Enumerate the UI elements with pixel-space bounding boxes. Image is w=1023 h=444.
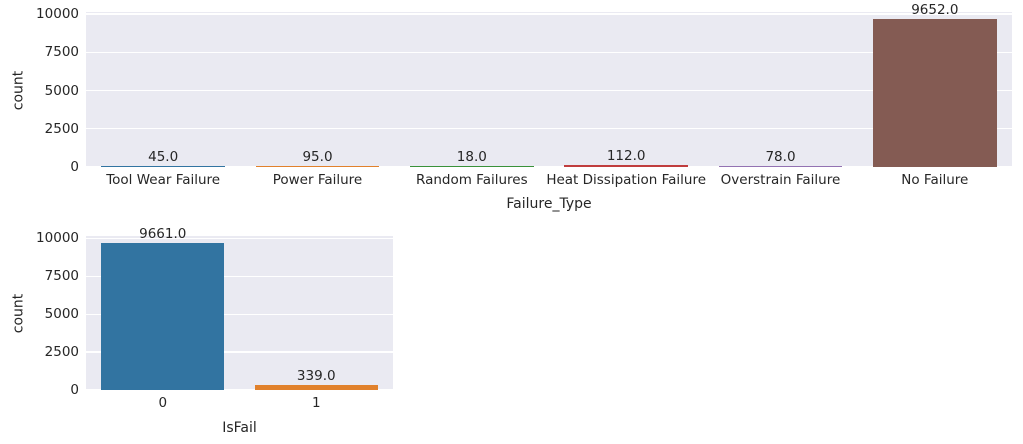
bar-1 xyxy=(254,384,378,390)
y-axis-tick-label: 5000 xyxy=(44,306,79,323)
bar-value-label: 9661.0 xyxy=(139,226,187,243)
bar-random-failures xyxy=(410,166,534,167)
gridline xyxy=(86,166,1012,168)
bar-value-label: 9652.0 xyxy=(911,2,959,19)
bar-no-failure xyxy=(873,19,997,167)
y-axis-tick-label: 10000 xyxy=(36,6,79,23)
bar-value-label: 339.0 xyxy=(296,367,336,384)
gridline xyxy=(86,275,393,277)
bar-power-failure xyxy=(255,165,380,167)
y-axis-tick-label: 0 xyxy=(70,159,79,175)
bar-value-label: 78.0 xyxy=(765,148,796,165)
bar-0 xyxy=(101,243,225,390)
y-axis-tick-label: 7500 xyxy=(44,44,79,61)
x-axis-tick-label: Overstrain Failure xyxy=(720,172,841,188)
y-axis-tick-label: 7500 xyxy=(44,268,79,285)
gridline xyxy=(86,351,393,353)
gridline xyxy=(86,51,1012,53)
x-axis-tick-label: Heat Dissipation Failure xyxy=(546,172,706,188)
y-axis-tick-label: 5000 xyxy=(44,82,79,99)
y-axis-tick-label: 2500 xyxy=(44,120,79,137)
gridline xyxy=(86,237,393,239)
y-axis-label: count xyxy=(10,293,27,334)
x-axis-tick-label: 0 xyxy=(158,395,168,411)
y-axis-tick-label: 10000 xyxy=(36,230,79,247)
gridline xyxy=(86,89,1012,92)
plot-area xyxy=(86,12,1012,168)
x-axis-label: Failure_Type xyxy=(506,196,592,212)
bar-overstrain-failure xyxy=(718,165,843,167)
gridline xyxy=(86,128,1012,130)
bar-heat-dissipation-failure xyxy=(564,165,688,167)
gridline xyxy=(86,389,393,391)
x-axis-tick-label: Power Failure xyxy=(272,172,363,188)
y-axis-tick-label: 0 xyxy=(70,382,79,398)
bar-value-label: 18.0 xyxy=(456,149,487,166)
y-axis-tick-label: 2500 xyxy=(44,344,79,361)
x-axis-tick-label: 1 xyxy=(311,395,321,411)
x-axis-tick-label: No Failure xyxy=(901,172,969,188)
bar-tool-wear-failure xyxy=(101,166,225,167)
x-axis-label: IsFail xyxy=(222,420,257,436)
bar-value-label: 45.0 xyxy=(148,149,179,166)
bar-value-label: 112.0 xyxy=(606,148,646,165)
x-axis-tick-label: Random Failures xyxy=(416,172,528,188)
gridline xyxy=(86,313,393,315)
gridline xyxy=(86,13,1012,15)
bar-value-label: 95.0 xyxy=(302,148,333,165)
x-axis-tick-label: Tool Wear Failure xyxy=(106,172,221,188)
